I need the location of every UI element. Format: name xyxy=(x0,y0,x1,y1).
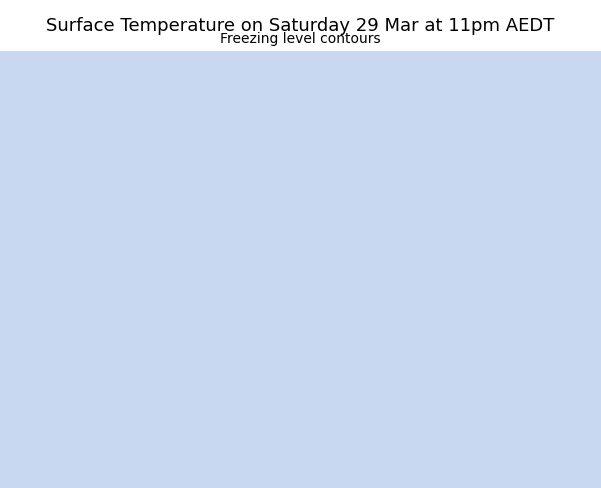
Text: Surface Temperature on Saturday 29 Mar at 11pm AEDT: Surface Temperature on Saturday 29 Mar a… xyxy=(46,17,555,35)
Text: Freezing level contours: Freezing level contours xyxy=(220,32,381,46)
